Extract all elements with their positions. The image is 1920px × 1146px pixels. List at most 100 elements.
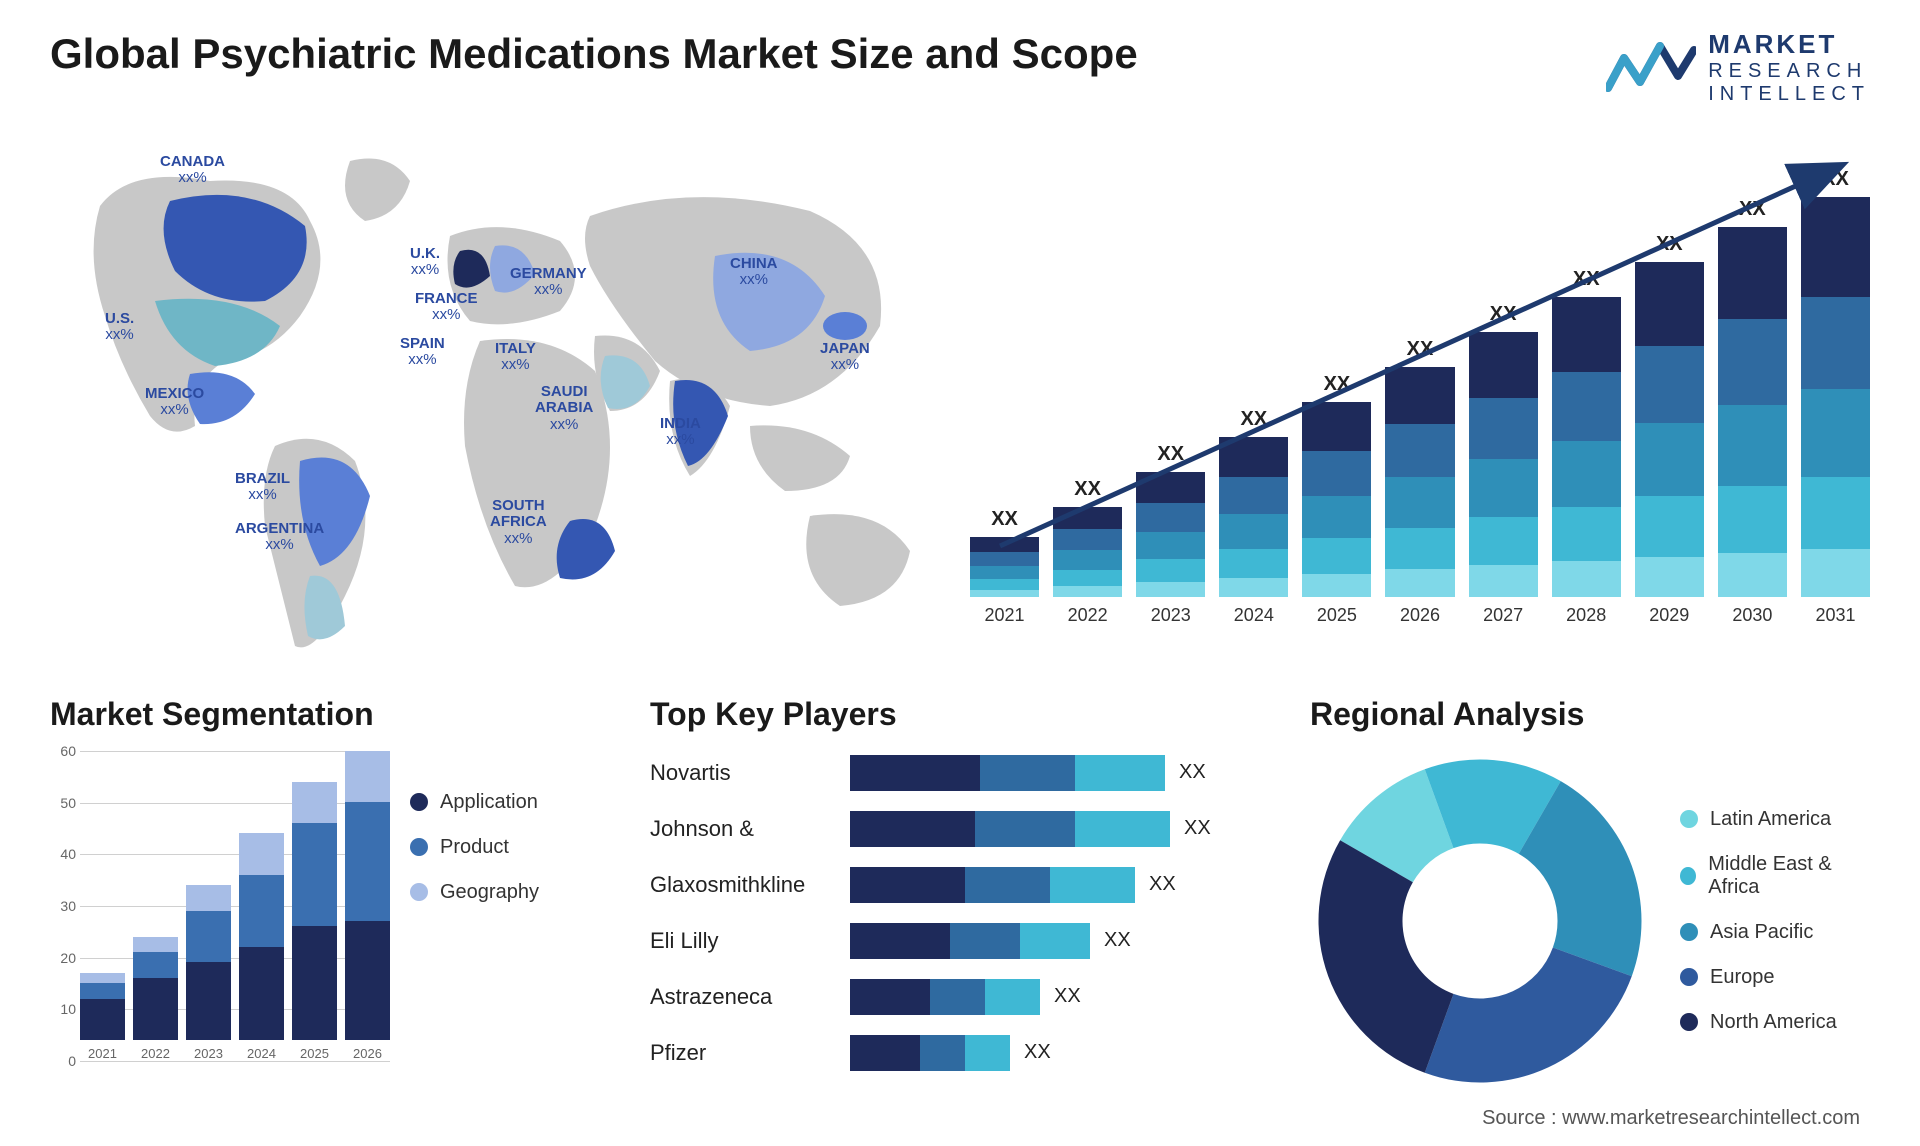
segmentation-bar-segment bbox=[292, 782, 337, 823]
segmentation-body: 0102030405060 202120222023202420252026 A… bbox=[50, 751, 610, 1091]
forecast-year-label: 2028 bbox=[1566, 605, 1606, 626]
forecast-bar-segment bbox=[1552, 297, 1621, 372]
regional-title: Regional Analysis bbox=[1310, 696, 1870, 733]
forecast-bar-stack bbox=[1469, 332, 1538, 597]
segmentation-bar: 2022 bbox=[133, 937, 178, 1061]
legend-item: Middle East & Africa bbox=[1680, 853, 1870, 899]
player-name: Eli Lilly bbox=[650, 923, 850, 959]
forecast-value-label: XX bbox=[1240, 408, 1267, 431]
forecast-bar-segment bbox=[1718, 227, 1787, 320]
segmentation-bar-stack bbox=[345, 751, 390, 1040]
forecast-year-label: 2026 bbox=[1400, 605, 1440, 626]
forecast-bar-stack bbox=[1385, 367, 1454, 597]
legend-swatch-icon bbox=[410, 883, 428, 901]
forecast-bar-stack bbox=[1801, 197, 1870, 597]
legend-label: Europe bbox=[1710, 966, 1775, 989]
segmentation-bar: 2024 bbox=[239, 833, 284, 1061]
segmentation-bar: 2026 bbox=[345, 751, 390, 1061]
seg-ytick: 60 bbox=[60, 743, 76, 759]
forecast-bar-stack bbox=[1053, 507, 1122, 597]
world-map-panel: CANADAxx%U.S.xx%MEXICOxx%BRAZILxx%ARGENT… bbox=[50, 126, 930, 666]
segmentation-bar-stack bbox=[80, 973, 125, 1040]
forecast-bar-stack bbox=[1635, 262, 1704, 597]
forecast-bar-segment bbox=[1385, 424, 1454, 477]
forecast-bar-segment bbox=[1552, 372, 1621, 441]
map-label: INDIAxx% bbox=[660, 416, 701, 449]
player-value-label: XX bbox=[1149, 873, 1176, 896]
map-label: GERMANYxx% bbox=[510, 266, 587, 299]
forecast-year-label: 2021 bbox=[985, 605, 1025, 626]
player-bar-segment bbox=[1075, 811, 1170, 847]
segmentation-bars: 202120222023202420252026 bbox=[80, 751, 390, 1061]
forecast-bar-segment bbox=[1385, 569, 1454, 597]
forecast-bar: XX2021 bbox=[970, 508, 1039, 626]
forecast-bar: XX 2030 bbox=[1718, 198, 1787, 626]
forecast-value-label: XX bbox=[1324, 373, 1351, 396]
forecast-year-label: 2030 bbox=[1732, 605, 1772, 626]
legend-swatch-icon bbox=[410, 793, 428, 811]
forecast-year-label: 2024 bbox=[1234, 605, 1274, 626]
player-bar-segment bbox=[920, 1035, 965, 1071]
players-names: NovartisJohnson &GlaxosmithklineEli Lill… bbox=[650, 751, 850, 1071]
player-bar-segment bbox=[965, 1035, 1010, 1071]
forecast-bar-segment bbox=[1801, 197, 1870, 297]
player-bar-row: XX bbox=[850, 867, 1270, 903]
forecast-bar-segment bbox=[1469, 398, 1538, 459]
forecast-value-label: XX bbox=[1074, 478, 1101, 501]
segmentation-bar-stack bbox=[292, 782, 337, 1040]
forecast-bar-segment bbox=[1469, 565, 1538, 597]
forecast-bar: XX2022 bbox=[1053, 478, 1122, 626]
segmentation-bar-segment bbox=[239, 833, 284, 874]
forecast-bar-segment bbox=[1801, 477, 1870, 549]
forecast-bar-segment bbox=[1053, 586, 1122, 597]
forecast-bar: XX 2023 bbox=[1136, 443, 1205, 626]
forecast-value-label: XX bbox=[1822, 168, 1849, 191]
forecast-bar-segment bbox=[1469, 517, 1538, 565]
player-bar-stack bbox=[850, 755, 1165, 791]
segmentation-year-label: 2025 bbox=[300, 1046, 329, 1061]
player-bar-row: XX bbox=[850, 811, 1270, 847]
forecast-value-label: XX bbox=[1656, 233, 1683, 256]
player-value-label: XX bbox=[1024, 1041, 1051, 1064]
regional-panel: Regional Analysis Latin AmericaMiddle Ea… bbox=[1310, 696, 1870, 1136]
forecast-bar-segment bbox=[1718, 553, 1787, 597]
player-value-label: XX bbox=[1104, 929, 1131, 952]
page-title: Global Psychiatric Medications Market Si… bbox=[50, 30, 1138, 78]
player-bar-segment bbox=[1075, 755, 1165, 791]
segmentation-bar-segment bbox=[80, 999, 125, 1040]
forecast-value-label: XX bbox=[1157, 443, 1184, 466]
player-bar-row: XX bbox=[850, 923, 1270, 959]
map-label: U.K.xx% bbox=[410, 246, 440, 279]
segmentation-year-label: 2022 bbox=[141, 1046, 170, 1061]
legend-label: Asia Pacific bbox=[1710, 921, 1813, 944]
segmentation-year-label: 2026 bbox=[353, 1046, 382, 1061]
forecast-bar-segment bbox=[1552, 507, 1621, 561]
segmentation-bar-segment bbox=[345, 921, 390, 1040]
forecast-bar-segment bbox=[1136, 532, 1205, 560]
logo-mark-icon bbox=[1606, 38, 1696, 98]
forecast-bar-segment bbox=[970, 566, 1039, 579]
donut-chart-icon bbox=[1310, 751, 1650, 1091]
segmentation-y-axis: 0102030405060 bbox=[50, 751, 80, 1061]
top-row: CANADAxx%U.S.xx%MEXICOxx%BRAZILxx%ARGENT… bbox=[50, 126, 1870, 666]
player-bar-segment bbox=[850, 979, 930, 1015]
player-bar-row: XX bbox=[850, 979, 1270, 1015]
regional-legend: Latin AmericaMiddle East & AfricaAsia Pa… bbox=[1680, 808, 1870, 1034]
player-bar-segment bbox=[980, 755, 1075, 791]
forecast-bar-segment bbox=[1219, 477, 1288, 514]
legend-label: Geography bbox=[440, 881, 539, 904]
forecast-year-label: 2023 bbox=[1151, 605, 1191, 626]
segmentation-bar-segment bbox=[133, 952, 178, 978]
brand-logo: MARKET RESEARCH INTELLECT bbox=[1606, 30, 1870, 106]
map-label: MEXICOxx% bbox=[145, 386, 204, 419]
donut-slice bbox=[1319, 840, 1454, 1073]
forecast-bar-stack bbox=[970, 537, 1039, 597]
forecast-value-label: XX bbox=[1490, 303, 1517, 326]
forecast-bar-segment bbox=[1053, 529, 1122, 550]
forecast-value-label: XX bbox=[1739, 198, 1766, 221]
forecast-bar-stack bbox=[1219, 437, 1288, 597]
player-bar-stack bbox=[850, 979, 1040, 1015]
player-bar-segment bbox=[930, 979, 985, 1015]
legend-label: Product bbox=[440, 836, 509, 859]
segmentation-bar-segment bbox=[186, 962, 231, 1040]
